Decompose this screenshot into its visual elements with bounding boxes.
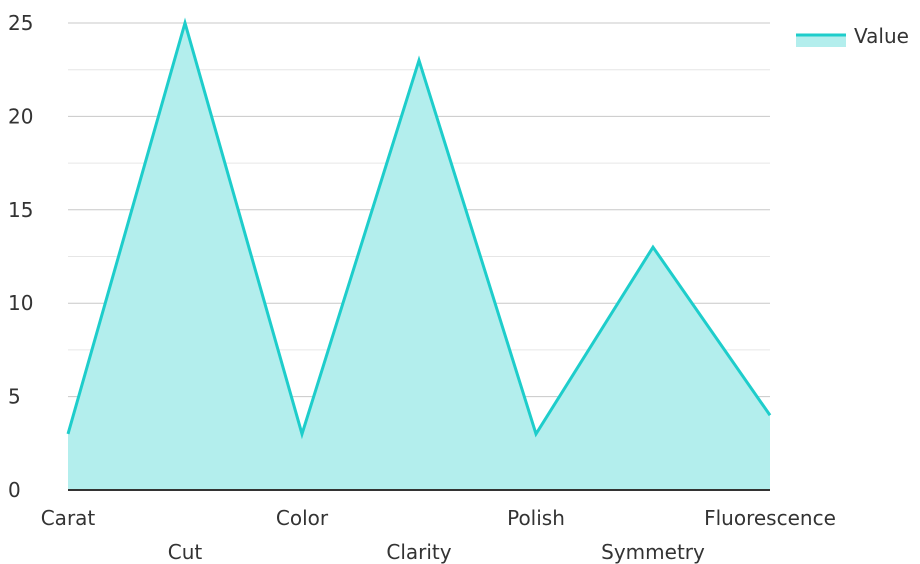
legend[interactable]: Value xyxy=(796,24,909,48)
area-fill-value xyxy=(68,23,770,490)
x-tick-label: Carat xyxy=(41,506,96,530)
data-point[interactable] xyxy=(766,411,774,419)
data-point[interactable] xyxy=(649,243,657,251)
data-point[interactable] xyxy=(298,430,306,438)
data-point[interactable] xyxy=(181,19,189,27)
data-point[interactable] xyxy=(532,430,540,438)
y-tick-label: 25 xyxy=(8,11,33,35)
x-tick-label: Cut xyxy=(168,540,203,564)
legend-swatch-fill[interactable] xyxy=(796,35,846,47)
y-tick-label: 15 xyxy=(8,198,33,222)
y-tick-label: 5 xyxy=(8,385,21,409)
series-line-value[interactable] xyxy=(66,17,772,440)
legend-label-value[interactable]: Value xyxy=(854,24,909,48)
y-tick-label: 10 xyxy=(8,291,33,315)
x-tick-label: Symmetry xyxy=(601,540,705,564)
x-tick-label: Clarity xyxy=(386,540,451,564)
x-tick-label: Polish xyxy=(507,506,565,530)
label-layer: 0 5 10 15 20 25 Carat Cut Color Clarity Polish Symm… xyxy=(8,11,836,564)
x-tick-label: Fluorescence xyxy=(704,506,836,530)
y-tick-label: 20 xyxy=(8,104,33,128)
data-point[interactable] xyxy=(64,430,72,438)
area-layer xyxy=(64,17,774,490)
x-tick-label: Color xyxy=(276,506,329,530)
y-tick-label: 0 xyxy=(8,478,21,502)
data-point[interactable] xyxy=(415,56,423,64)
